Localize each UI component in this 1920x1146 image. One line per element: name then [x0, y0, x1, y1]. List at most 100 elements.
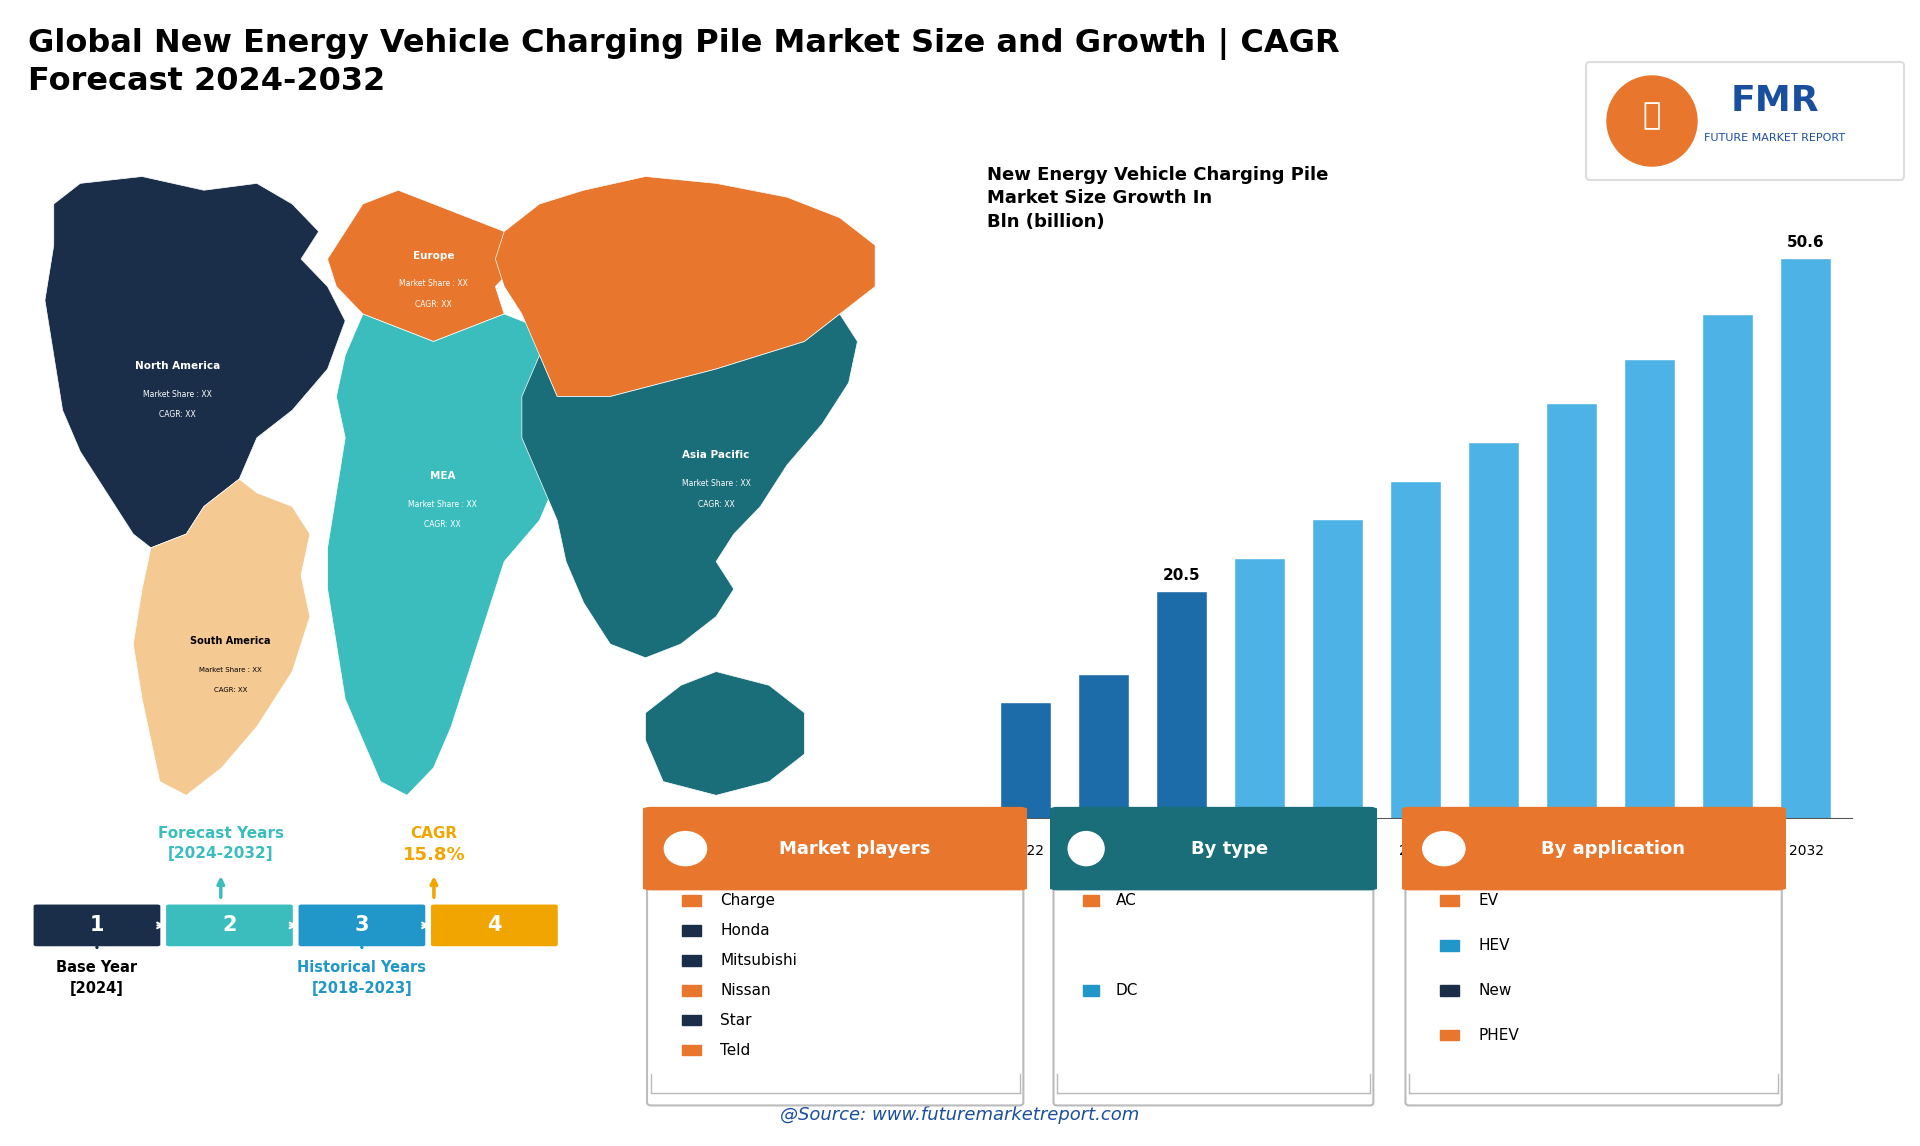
Bar [1548, 403, 1597, 819]
Text: 2022: 2022 [1008, 843, 1043, 857]
Text: 2030: 2030 [1632, 843, 1667, 857]
Bar [1469, 442, 1519, 819]
Text: 2025: 2025 [1242, 843, 1277, 857]
Text: 2027: 2027 [1398, 843, 1434, 857]
Bar [1440, 1029, 1459, 1041]
Text: CAGR: XX: CAGR: XX [213, 688, 248, 693]
Bar [1235, 559, 1284, 819]
Bar [682, 955, 701, 966]
Text: 4: 4 [488, 916, 501, 935]
Text: EV: EV [1478, 893, 1498, 908]
Bar [1440, 940, 1459, 951]
Text: Market Share : XX: Market Share : XX [407, 500, 476, 509]
FancyBboxPatch shape [1396, 807, 1791, 890]
Text: CAGR: XX: CAGR: XX [159, 410, 196, 419]
Text: By application: By application [1540, 840, 1686, 857]
Text: Market Share : XX: Market Share : XX [399, 280, 468, 289]
Text: DC: DC [1116, 983, 1139, 998]
Bar [1156, 592, 1208, 819]
Text: PHEV: PHEV [1478, 1028, 1519, 1043]
Bar [1440, 895, 1459, 905]
Text: MEA: MEA [430, 471, 455, 481]
Text: Global New Energy Vehicle Charging Pile Market Size and Growth | CAGR: Global New Energy Vehicle Charging Pile … [29, 28, 1340, 60]
FancyBboxPatch shape [647, 882, 1023, 1106]
Text: [2024-2032]: [2024-2032] [167, 847, 275, 862]
Text: Charge: Charge [720, 893, 776, 908]
Text: 2: 2 [223, 916, 236, 935]
Bar [682, 925, 701, 936]
Text: New Energy Vehicle Charging Pile
Market Size Growth In
Bln (billion): New Energy Vehicle Charging Pile Market … [987, 166, 1329, 231]
Text: 2031: 2031 [1711, 843, 1745, 857]
Text: 2026: 2026 [1321, 843, 1356, 857]
Bar [1083, 895, 1098, 905]
Text: Asia Pacific: Asia Pacific [682, 450, 751, 461]
Bar [1000, 702, 1052, 819]
Text: Europe: Europe [413, 251, 455, 261]
Text: By type: By type [1190, 840, 1269, 857]
Bar [682, 895, 701, 905]
Circle shape [664, 832, 707, 865]
Text: Forecast Years: Forecast Years [157, 825, 284, 840]
Bar [1390, 481, 1442, 819]
FancyBboxPatch shape [1586, 62, 1905, 180]
Bar [1703, 315, 1753, 819]
Text: [2018-2023]: [2018-2023] [311, 981, 413, 996]
FancyBboxPatch shape [1054, 882, 1373, 1106]
Text: 2024: 2024 [1165, 843, 1200, 857]
Bar [682, 1014, 701, 1026]
Text: Star: Star [720, 1013, 751, 1028]
FancyBboxPatch shape [300, 904, 426, 947]
Text: [2024]: [2024] [69, 981, 125, 996]
Polygon shape [44, 176, 346, 548]
Text: FUTURE MARKET REPORT: FUTURE MARKET REPORT [1705, 133, 1845, 143]
FancyBboxPatch shape [35, 904, 159, 947]
Text: Historical Years: Historical Years [298, 959, 426, 974]
Text: Forecast 2024-2032: Forecast 2024-2032 [29, 66, 386, 97]
Polygon shape [328, 314, 557, 795]
Text: Market players: Market players [780, 840, 929, 857]
Polygon shape [645, 672, 804, 795]
Bar [1624, 360, 1676, 819]
Text: 20.5: 20.5 [1164, 568, 1200, 583]
Bar [1079, 675, 1129, 819]
Text: AC: AC [1116, 893, 1137, 908]
Polygon shape [132, 479, 309, 795]
Polygon shape [522, 314, 858, 658]
Circle shape [1607, 76, 1697, 166]
Bar [1780, 259, 1832, 819]
Text: CAGR: XX: CAGR: XX [415, 300, 451, 309]
Text: CAGR: CAGR [411, 825, 457, 840]
Text: @Source: www.futuremarketreport.com: @Source: www.futuremarketreport.com [780, 1106, 1140, 1124]
Text: 3: 3 [355, 916, 369, 935]
Bar [1440, 984, 1459, 996]
Text: Market Share : XX: Market Share : XX [682, 479, 751, 488]
Bar [1313, 520, 1363, 819]
Text: 50.6: 50.6 [1788, 235, 1824, 250]
Text: CAGR: XX: CAGR: XX [697, 500, 735, 509]
Text: 15.8%: 15.8% [403, 847, 465, 864]
Text: Market Share : XX: Market Share : XX [200, 667, 261, 673]
Polygon shape [495, 176, 876, 397]
FancyBboxPatch shape [637, 807, 1033, 890]
Text: FMR: FMR [1730, 84, 1820, 118]
Text: 2023: 2023 [1087, 843, 1121, 857]
Text: Nissan: Nissan [720, 983, 770, 998]
Polygon shape [328, 190, 522, 342]
Text: 2028: 2028 [1476, 843, 1511, 857]
Text: 2032: 2032 [1789, 843, 1824, 857]
Bar [1083, 984, 1098, 996]
Text: HEV: HEV [1478, 937, 1509, 953]
Circle shape [1423, 832, 1465, 865]
Text: South America: South America [190, 636, 271, 646]
FancyBboxPatch shape [430, 904, 559, 947]
Text: Teld: Teld [720, 1043, 751, 1058]
Text: 1: 1 [90, 916, 104, 935]
Text: CAGR: XX: CAGR: XX [424, 520, 461, 529]
Text: Honda: Honda [720, 923, 770, 939]
Text: North America: North America [134, 361, 221, 371]
Circle shape [1068, 832, 1104, 865]
Text: New: New [1478, 983, 1511, 998]
Bar [682, 984, 701, 996]
FancyBboxPatch shape [1044, 807, 1382, 890]
FancyBboxPatch shape [1405, 882, 1782, 1106]
